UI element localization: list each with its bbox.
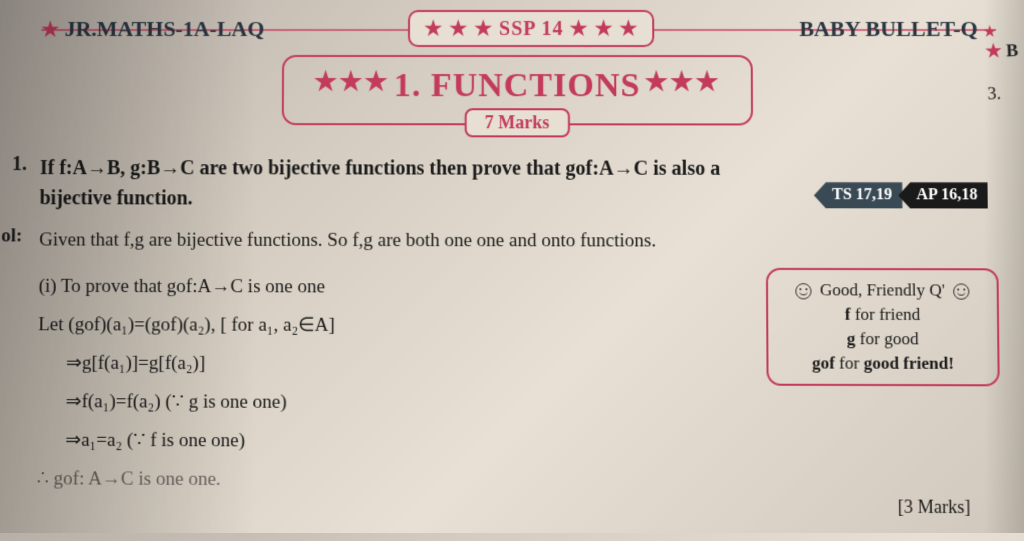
hint-rest: for friend xyxy=(850,304,920,323)
hint-box: Good, Friendly Q' f for friend g for goo… xyxy=(766,268,1000,386)
solution-label: ol: xyxy=(1,226,22,248)
series-name: BABY BULLET-Q xyxy=(799,15,978,40)
hint-bold: g xyxy=(847,329,856,348)
proof-step: ⇒f(a₁)=f(a₂) (∵ g is one one) xyxy=(37,384,746,423)
question-block: 1. If f:A→B, g:B→C are two bijective fun… xyxy=(39,153,998,215)
ssp-box: ★ ★ ★ SSP 14 ★ ★ ★ xyxy=(408,10,654,47)
proof-step: ⇒g[f(a₁)]=g[f(a₂)] xyxy=(38,345,747,383)
hint-mid: for xyxy=(835,353,864,372)
chapter-stars-right: ★★★ xyxy=(644,67,720,96)
smiley-icon xyxy=(953,283,969,299)
header-right: BABY BULLET-Q ★ xyxy=(793,15,996,41)
year-tags: TS 17,19 AP 16,18 xyxy=(814,182,988,208)
proof-row: (i) To prove that gof:A→C is one one Let… xyxy=(37,266,1001,503)
proof-column: (i) To prove that gof:A→C is one one Let… xyxy=(37,266,747,502)
marks-bottom: [3 Marks] xyxy=(898,496,971,518)
question-line-2: bijective function. xyxy=(39,187,192,209)
next-page-peek: ★ B 3. xyxy=(985,39,1024,104)
chapter-box: ★★★ 1. FUNCTIONS ★★★ 7 Marks xyxy=(282,55,753,126)
chapter-stars-left: ★★★ xyxy=(314,67,390,96)
solution-given: Given that f,g are bijective functions. … xyxy=(39,226,998,258)
solution-block: ol: Given that f,g are bijective functio… xyxy=(37,226,1001,504)
star-icon: ★ xyxy=(983,24,996,39)
book-code: JR.MATHS-1A-LAQ xyxy=(65,16,265,41)
hint-rest: for good xyxy=(855,329,918,348)
proof-conclusion: ∴ gof: A→C is one one. xyxy=(37,461,747,500)
let-line: Let (gof)(a₁)=(gof)(a₂), [ for a₁, a₂∈A] xyxy=(38,307,746,345)
header-left: ★ JR.MATHS-1A-LAQ xyxy=(41,16,270,42)
hint-line: f for friend xyxy=(780,304,985,325)
hint-line: gof for good friend! xyxy=(781,353,986,374)
chapter-title: 1. FUNCTIONS xyxy=(394,67,641,104)
peek-letter: B xyxy=(1006,40,1019,61)
proof-step: ⇒a₁=a₂ (∵ f is one one) xyxy=(37,422,747,461)
hint-bold: good friend! xyxy=(863,353,954,373)
tag-ap: AP 16,18 xyxy=(898,182,988,208)
hint-bold: gof xyxy=(812,353,835,372)
smiley-icon xyxy=(795,283,811,299)
peek-number: 3. xyxy=(987,83,1002,104)
question-line-1: If f:A→B, g:B→C are two bijective functi… xyxy=(40,157,721,180)
tag-ts: TS 17,19 xyxy=(814,182,903,208)
star-icon: ★ xyxy=(985,40,1002,61)
hint-title: Good, Friendly Q' xyxy=(780,280,985,301)
question-number: 1. xyxy=(12,153,27,176)
part-i-heading: (i) To prove that gof:A→C is one one xyxy=(39,268,746,306)
page-content: ★ JR.MATHS-1A-LAQ ★ ★ ★ SSP 14 ★ ★ ★ BAB… xyxy=(0,0,1024,541)
hint-title-text: Good, Friendly Q' xyxy=(820,280,945,300)
marks-badge: 7 Marks xyxy=(465,109,570,138)
star-icon: ★ xyxy=(41,19,59,41)
hint-line: g for good xyxy=(780,329,985,350)
page-header: ★ JR.MATHS-1A-LAQ ★ ★ ★ SSP 14 ★ ★ ★ BAB… xyxy=(41,10,996,47)
